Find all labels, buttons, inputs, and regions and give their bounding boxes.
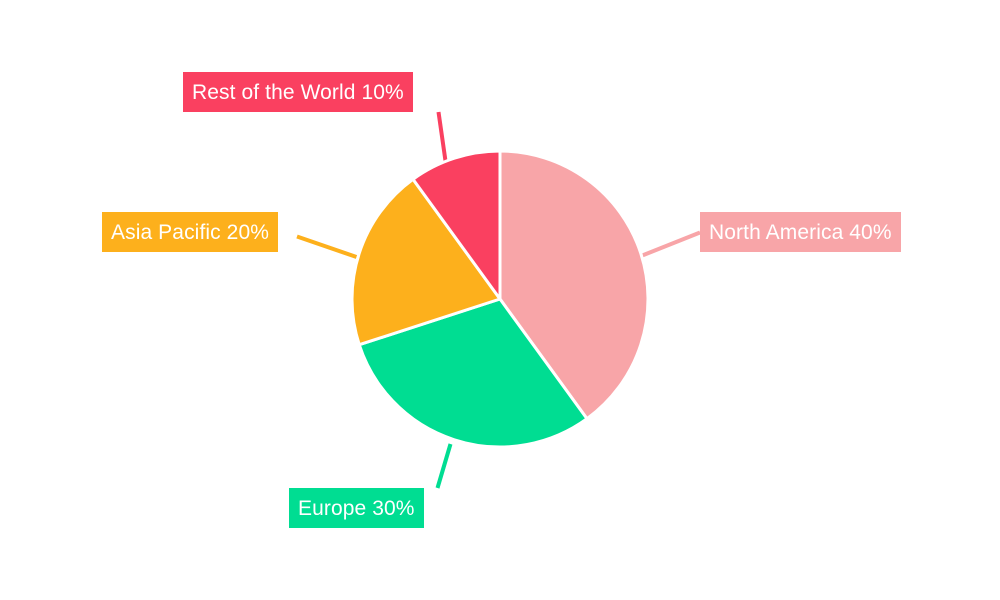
leader-lines (296, 111, 701, 489)
leader-line-rest-of-world (436, 111, 449, 169)
pie-label-rest-of-world[interactable]: Rest of the World 10% (183, 72, 413, 112)
pie-slice-north-america[interactable] (498, 149, 650, 421)
leader-line-asia-pacific (296, 234, 358, 259)
pie-slice-europe[interactable] (357, 297, 589, 449)
pie-slices (350, 149, 650, 449)
leader-line-europe (435, 443, 453, 489)
leader-line-north-america (640, 230, 701, 258)
pie-label-asia-pacific[interactable]: Asia Pacific 20% (102, 212, 279, 252)
pie-slice-asia-pacific[interactable] (350, 177, 502, 347)
pie-slice-rest-of-world[interactable] (411, 149, 502, 301)
pie-label-north-america[interactable]: North America 40% (700, 212, 901, 252)
pie-label-europe[interactable]: Europe 30% (289, 488, 424, 528)
